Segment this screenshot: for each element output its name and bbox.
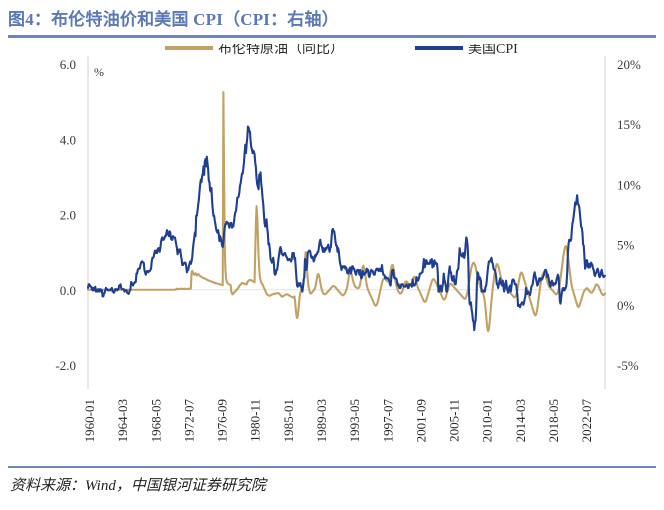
y-axis-right-tick: 20% xyxy=(617,57,641,72)
x-axis-tick-label: 2005-11 xyxy=(447,399,462,442)
footer-divider xyxy=(8,466,656,468)
y-axis-right-tick: 15% xyxy=(617,117,641,132)
y-axis-left-tick: -2.0 xyxy=(55,358,76,373)
y-axis-left-tick: 6.0 xyxy=(60,57,76,72)
series-line-cpi xyxy=(86,125,607,332)
chart-axes: 6.0 4.0 2.0 0.0 -2.0% 20% 15% 10% 5% 0% -5% xyxy=(55,56,641,389)
x-axis-tick-label: 1964-03 xyxy=(115,399,130,442)
title-divider xyxy=(8,35,656,38)
legend-label: 布伦特原油（同比） xyxy=(218,44,344,57)
figure-title-bar: 图4：布伦特油价和美国 CPI（CPI：右轴） xyxy=(8,6,656,36)
page-title: 图4：布伦特油价和美国 CPI（CPI：右轴） xyxy=(8,10,339,29)
y-axis-right-tick: 0% xyxy=(617,298,635,313)
y-axis-right-tick: 10% xyxy=(617,177,641,192)
x-axis-tick-label: 2022-07 xyxy=(579,399,594,443)
y-axis-left-tick: 0.0 xyxy=(60,283,76,298)
source-note: 资料来源：Wind，中国银河证券研究院 xyxy=(10,478,266,494)
y-axis-right-tick: -5% xyxy=(617,358,639,373)
x-axis-tick-label: 2010-01 xyxy=(480,399,495,442)
x-axis-tick-label: 1960-01 xyxy=(82,399,97,442)
x-axis-tick-label: 1980-11 xyxy=(248,399,263,442)
x-axis-tick-label: 2018-05 xyxy=(546,399,561,442)
legend-label: 美国CPI xyxy=(468,44,518,57)
line-chart-svg: 布伦特原油（同比） 美国CPI 6.0 4.0 2.0 0.0 -2.0% 20% 15% 10… xyxy=(55,44,641,443)
x-axis-tick-label: 1993-05 xyxy=(347,399,362,442)
x-axis-tick-label: 2014-03 xyxy=(513,399,528,442)
x-axis-tick-label: 1976-09 xyxy=(215,399,230,442)
x-axis-tick-label: 1985-01 xyxy=(281,399,296,442)
y-axis-unit-label: % xyxy=(94,65,104,79)
chart-plot-area: 布伦特原油（同比） 美国CPI 6.0 4.0 2.0 0.0 -2.0% 20% 15% 10… xyxy=(0,44,664,464)
series-line-brent xyxy=(86,91,607,333)
x-axis-tick-label: 1968-05 xyxy=(148,399,163,442)
y-axis-left-tick: 4.0 xyxy=(60,132,76,147)
chart-series xyxy=(86,91,607,333)
chart-legend: 布伦特原油（同比） 美国CPI xyxy=(165,44,518,57)
x-axis-tick-label: 1972-07 xyxy=(181,399,196,443)
chart-x-tick-labels: 1960-01 1964-03 1968-05 1972-07 1976-09 1980-… xyxy=(82,399,594,443)
x-axis-tick-label: 1989-03 xyxy=(314,399,329,442)
x-axis-tick-label: 1997-07 xyxy=(380,399,395,443)
y-axis-right-tick: 5% xyxy=(617,238,635,253)
x-axis-tick-label: 2001-09 xyxy=(413,399,428,442)
y-axis-left-tick: 2.0 xyxy=(60,208,76,223)
